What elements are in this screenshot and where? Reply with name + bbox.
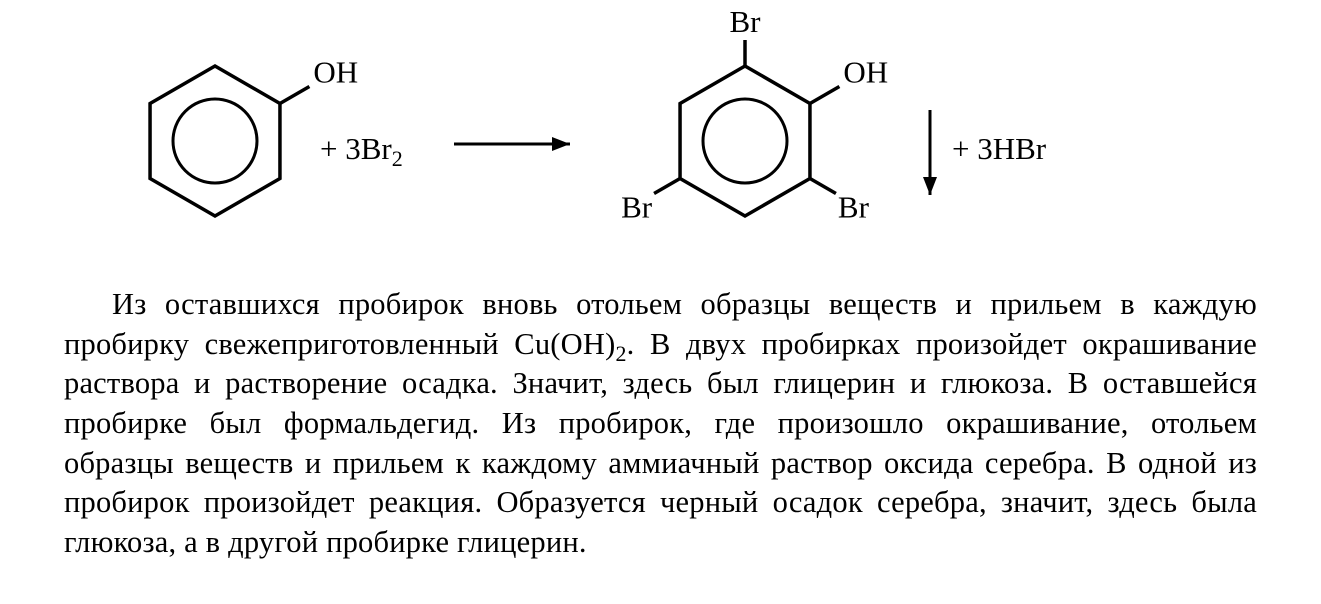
- reaction-equation: OH Br OH Br Br + 3Br2 + 3HBr: [0, 0, 1321, 260]
- product-tail-text: + 3HBr: [952, 133, 1046, 164]
- reaction-svg: OH Br OH Br Br: [0, 0, 1321, 260]
- body-paragraph: Из оставшихся пробирок вновь отольем обр…: [64, 285, 1257, 562]
- svg-text:Br: Br: [730, 4, 762, 39]
- svg-text:Br: Br: [621, 190, 653, 225]
- svg-text:OH: OH: [843, 55, 888, 90]
- reagent-text: + 3Br2: [320, 133, 403, 170]
- svg-text:Br: Br: [838, 190, 870, 225]
- svg-text:OH: OH: [313, 55, 358, 90]
